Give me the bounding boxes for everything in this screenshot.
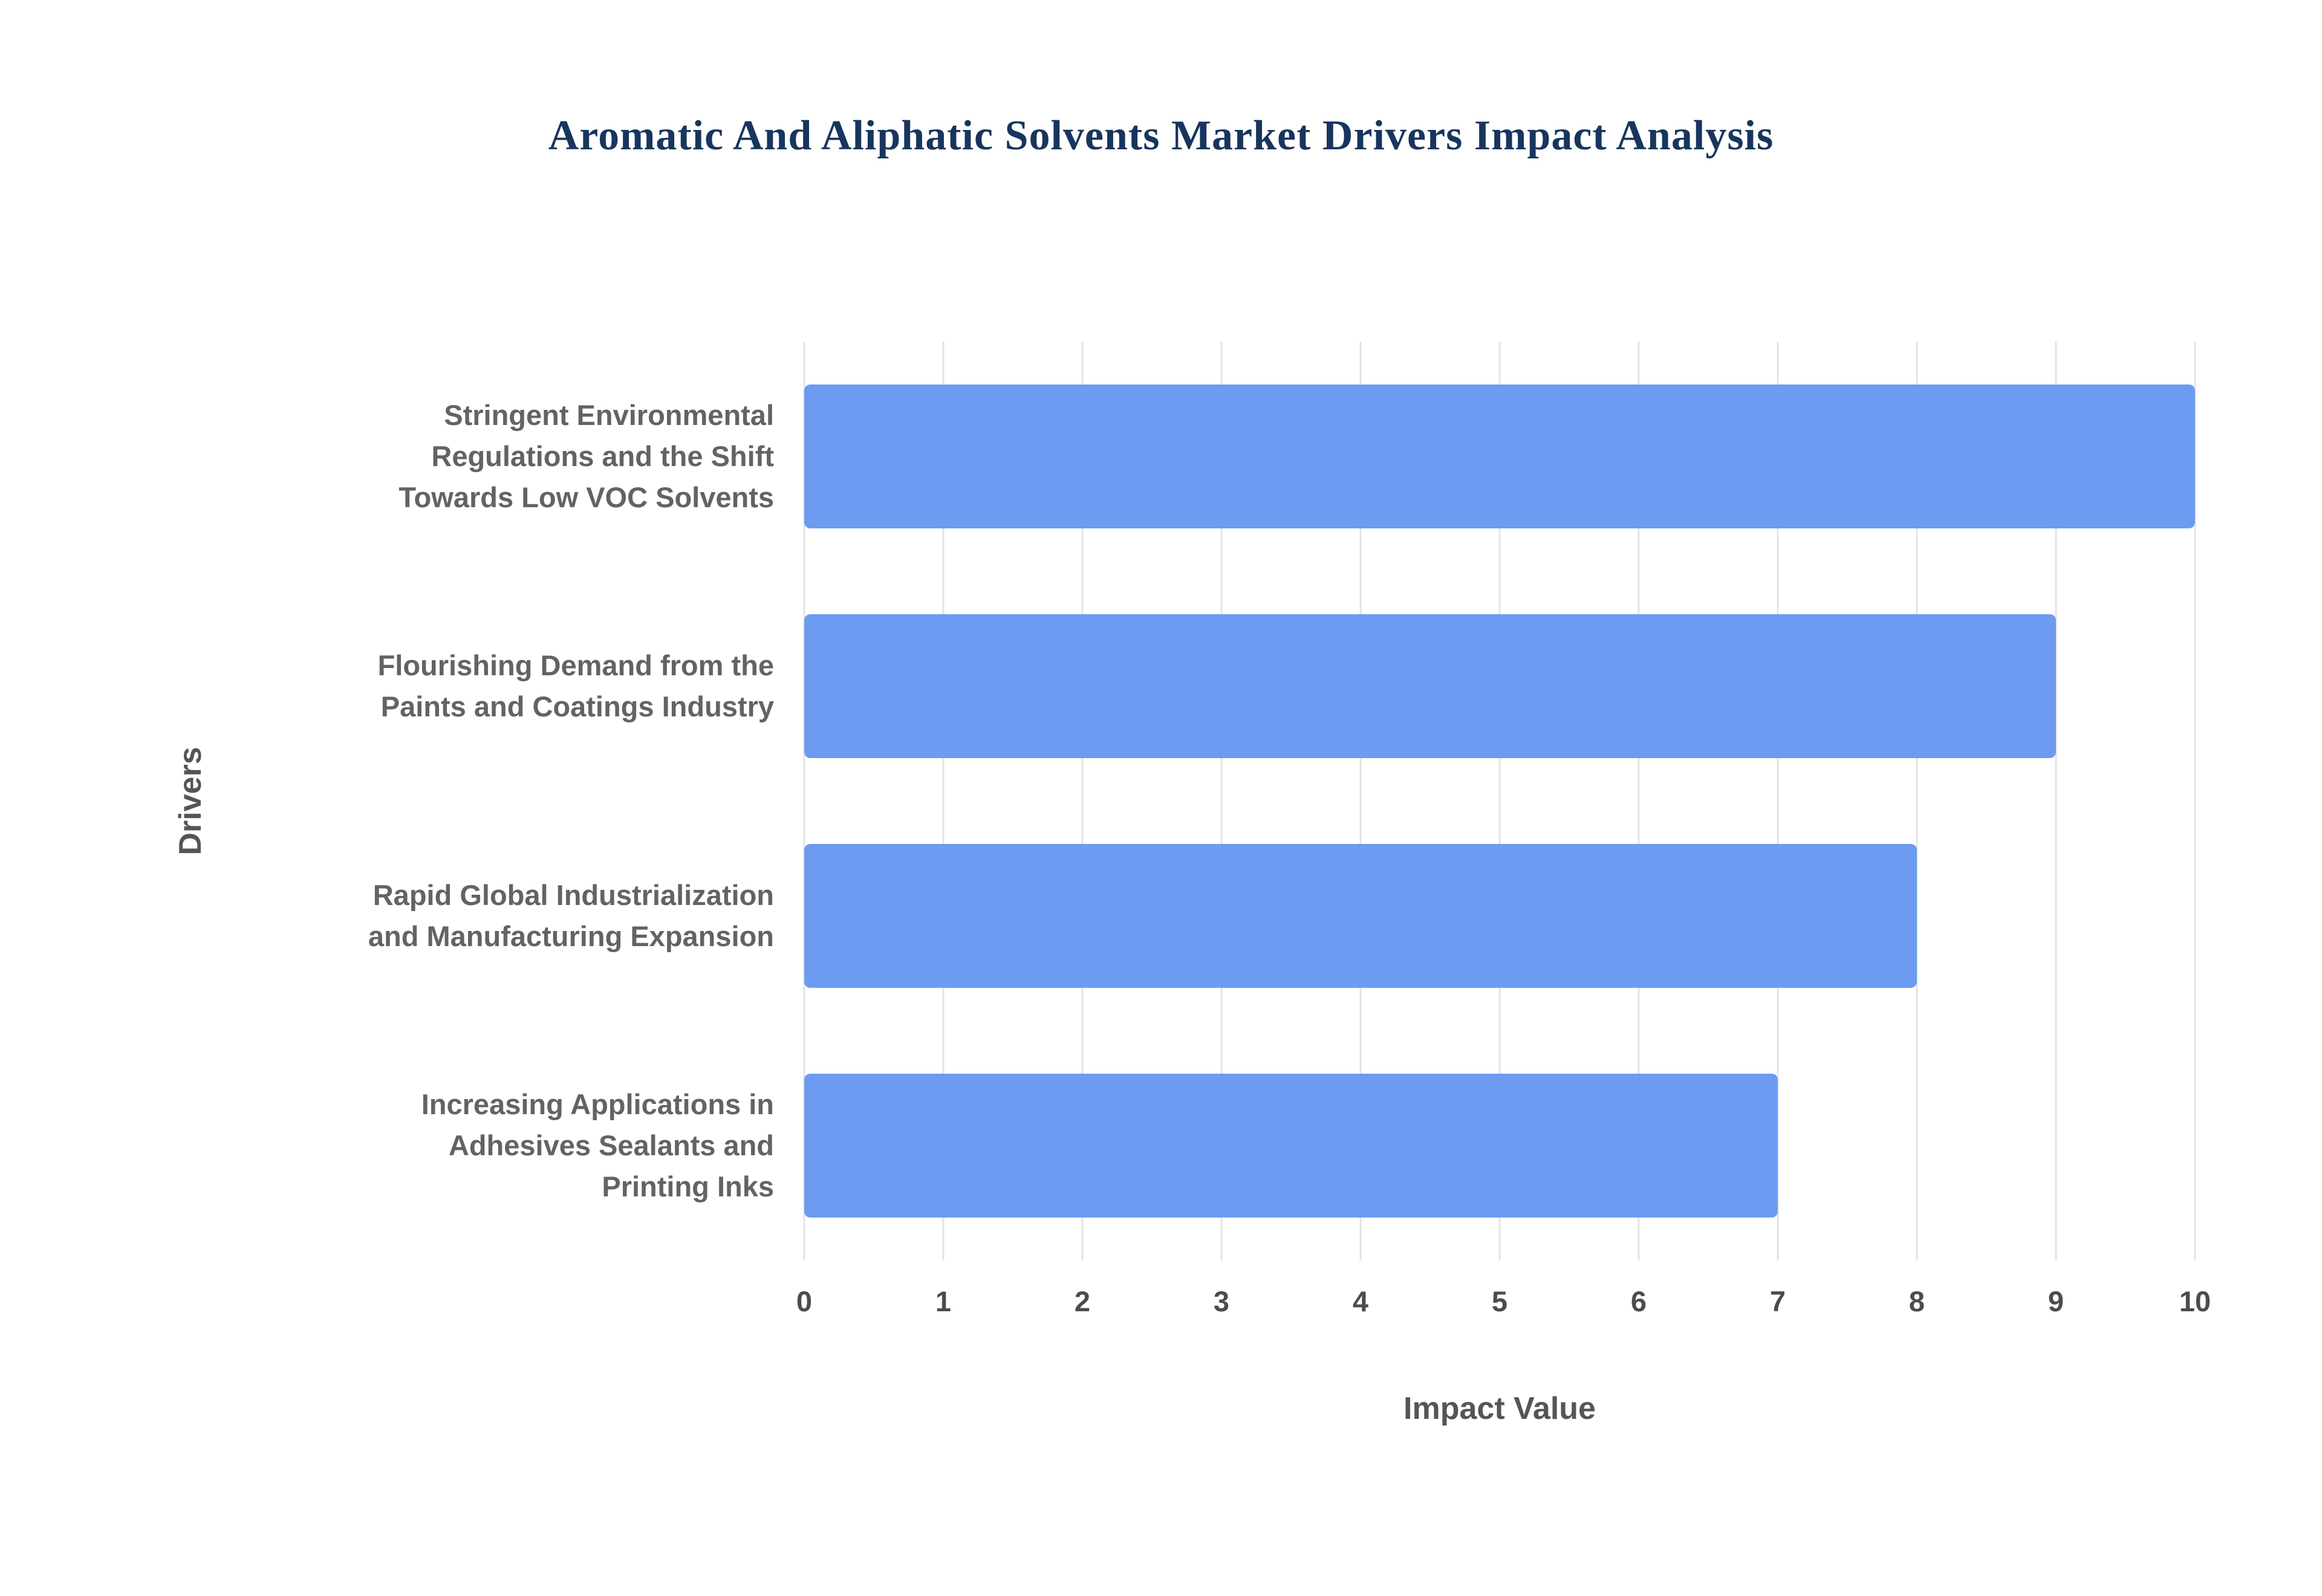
category-label-3: Increasing Applications in Adhesives Seal… [169, 1031, 774, 1260]
category-label-line: Printing Inks [602, 1170, 774, 1203]
category-label-1: Flourishing Demand from the Paints and Co… [169, 571, 774, 801]
bar-band-0 [804, 342, 2195, 571]
x-tick-label-4: 4 [1352, 1285, 1369, 1317]
gridline-1 [942, 342, 945, 1260]
x-tick-label-5: 5 [1491, 1285, 1508, 1317]
gridline-10 [2194, 342, 2196, 1260]
category-label-2: Rapid Global Industrialization and Manufa… [169, 801, 774, 1031]
gridline-4 [1359, 342, 1362, 1260]
category-label-line: Stringent Environmental [444, 398, 774, 431]
gridline-2 [1081, 342, 1084, 1260]
bar-3[interactable] [804, 1074, 1778, 1218]
x-tick-label-9: 9 [2047, 1285, 2064, 1317]
chart-title: Aromatic And Aliphatic Solvents Market D… [548, 112, 1774, 159]
category-label-0: Stringent Environmental Regulations and t… [169, 342, 774, 571]
category-label-line: Adhesives Sealants and [448, 1129, 774, 1161]
category-label-line: Towards Low VOC Solvents [398, 481, 774, 514]
x-tick-label-0: 0 [796, 1285, 813, 1317]
gridline-8 [1916, 342, 1918, 1260]
gridline-7 [1777, 342, 1779, 1260]
x-axis-title: Impact Value [1403, 1391, 1596, 1426]
bar-band-1 [804, 571, 2195, 801]
gridline-5 [1498, 342, 1501, 1260]
gridline-0 [803, 342, 805, 1260]
category-label-line: Flourishing Demand from the [377, 649, 774, 681]
x-tick-label-7: 7 [1769, 1285, 1786, 1317]
x-tick-label-10: 10 [2179, 1285, 2211, 1317]
x-tick-label-3: 3 [1213, 1285, 1230, 1317]
category-label-line: Increasing Applications in [421, 1088, 774, 1120]
category-label-line: Regulations and the Shift [431, 440, 774, 472]
gridline-6 [1637, 342, 1640, 1260]
x-tick-label-8: 8 [1908, 1285, 1925, 1317]
bar-2[interactable] [804, 844, 1917, 988]
category-label-line: and Manufacturing Expansion [368, 920, 774, 952]
category-label-line: Paints and Coatings Industry [380, 690, 774, 722]
category-label-line: Rapid Global Industrialization [372, 878, 774, 911]
x-tick-label-1: 1 [935, 1285, 952, 1317]
x-axis-tick-labels: 0 1 2 3 4 5 6 7 8 9 10 [796, 1285, 2211, 1333]
bar-band-2 [804, 801, 2195, 1031]
gridline-3 [1220, 342, 1223, 1260]
gridline-9 [2055, 342, 2057, 1260]
plot-area [803, 342, 2196, 1260]
x-tick-label-2: 2 [1074, 1285, 1091, 1317]
bar-band-3 [804, 1031, 2195, 1260]
category-axis-labels: Stringent Environmental Regulations and t… [169, 342, 774, 1260]
bar-series [804, 342, 2195, 1260]
gridlines [803, 342, 2196, 1260]
bar-1[interactable] [804, 614, 2056, 758]
bar-0[interactable] [804, 384, 2195, 528]
x-tick-label-6: 6 [1630, 1285, 1647, 1317]
